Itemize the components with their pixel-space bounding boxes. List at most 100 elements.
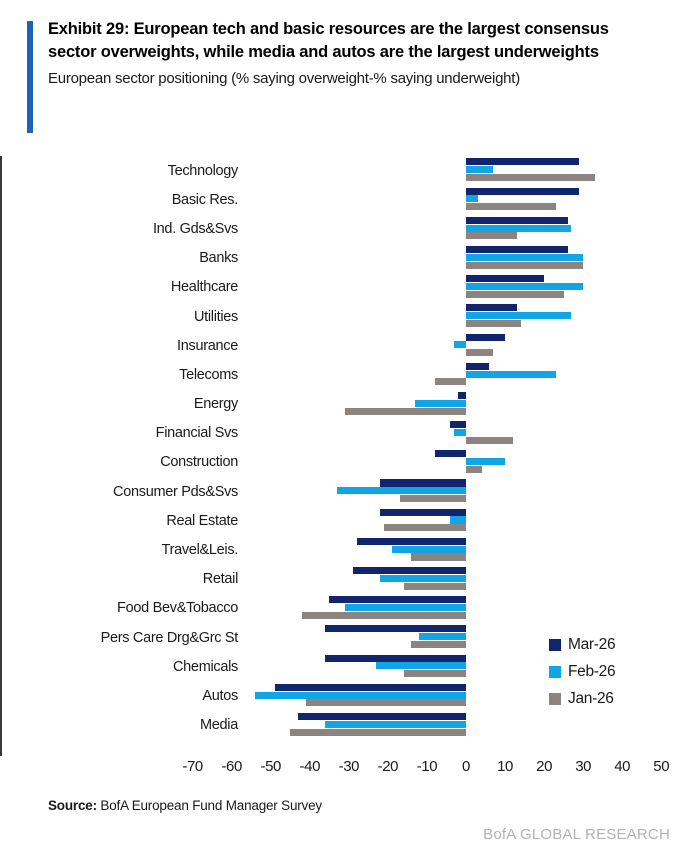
- chart-row: Energy: [0, 390, 678, 419]
- bar-jan-26: [466, 261, 584, 269]
- bar-jan-26: [305, 699, 466, 707]
- bar-group: [0, 302, 678, 331]
- chart-row: Healthcare: [0, 273, 678, 302]
- bar-jan-26: [466, 290, 564, 298]
- page-subtitle: European sector positioning (% saying ov…: [48, 69, 520, 87]
- chart-row: Chemicals: [0, 652, 678, 681]
- bar-jan-26: [399, 495, 466, 503]
- bar-group: [0, 477, 678, 506]
- bar-jan-26: [403, 670, 466, 678]
- category-label: Technology: [167, 162, 239, 179]
- bar-group: [0, 711, 678, 740]
- legend-item[interactable]: Mar-26: [549, 631, 669, 658]
- legend-item[interactable]: Jan-26: [549, 685, 669, 712]
- category-label: Chemicals: [173, 658, 238, 675]
- exhibit-header: Exhibit 29: European tech and basic reso…: [0, 0, 678, 133]
- bar-jan-26: [411, 553, 466, 561]
- category-label: Ind. Gds&Svs: [152, 220, 238, 237]
- bar-group: [0, 506, 678, 535]
- legend-label: Mar-26: [568, 635, 616, 653]
- bar-feb-26: [391, 545, 466, 553]
- chart-row: Pers Care Drg&Grc St: [0, 623, 678, 652]
- chart-row: Basic Res.: [0, 185, 678, 214]
- chart-rows: Technology Basic Res. Ind. Gds&Svs Banks Hea…: [0, 156, 678, 740]
- chart-row: Autos: [0, 681, 678, 710]
- bar-feb-26: [466, 458, 506, 466]
- chart-row: Consumer Pds&Svs: [0, 477, 678, 506]
- x-tick-label: 10: [497, 758, 513, 775]
- bar-mar-26: [466, 333, 506, 341]
- legend-swatch-icon: [549, 638, 561, 651]
- category-label: Healthcare: [170, 279, 238, 296]
- bar-jan-26: [290, 728, 466, 736]
- bar-mar-26: [298, 712, 466, 721]
- bar-jan-26: [466, 465, 482, 473]
- category-label: Banks: [199, 250, 238, 267]
- category-label: Media: [200, 717, 238, 734]
- category-label: Consumer Pds&Svs: [113, 483, 238, 500]
- category-label: Energy: [193, 396, 238, 413]
- x-axis: -70 -60 -50 -40 -30 -20 -10 0 10 20 30 40 50: [0, 758, 678, 782]
- bar-mar-26: [325, 625, 466, 633]
- bar-jan-26: [466, 232, 517, 240]
- bar-group: [0, 681, 678, 710]
- bar-feb-26: [415, 399, 466, 407]
- x-tick-label: -70: [182, 758, 203, 775]
- bar-mar-26: [450, 421, 466, 429]
- category-label: Insurance: [177, 337, 238, 354]
- bar-feb-26: [466, 370, 556, 378]
- bar-group: [0, 623, 678, 652]
- bar-group: [0, 244, 678, 273]
- bar-mar-26: [356, 537, 466, 545]
- bar-feb-26: [255, 691, 466, 699]
- chart-row: Travel&Leis.: [0, 535, 678, 564]
- bar-group: [0, 535, 678, 564]
- x-tick-label: 30: [575, 758, 592, 775]
- chart-row: Media: [0, 711, 678, 740]
- category-label: Utilities: [193, 308, 238, 325]
- bar-jan-26: [344, 407, 466, 415]
- bar-group: [0, 360, 678, 389]
- bar-jan-26: [383, 524, 466, 532]
- legend-swatch-icon: [549, 665, 561, 678]
- bar-mar-26: [466, 216, 568, 224]
- bar-group: [0, 419, 678, 448]
- category-label: Food Bev&Tobacco: [117, 600, 238, 617]
- x-tick-label: 0: [462, 758, 470, 775]
- x-tick-label: -50: [260, 758, 282, 775]
- bar-jan-26: [466, 319, 521, 328]
- bar-feb-26: [419, 633, 466, 641]
- bar-group: [0, 214, 678, 243]
- bar-group: [0, 185, 678, 214]
- bar-feb-26: [454, 428, 466, 436]
- category-label: Construction: [160, 454, 238, 471]
- bar-jan-26: [301, 611, 466, 619]
- category-label: Pers Care Drg&Grc St: [100, 629, 239, 646]
- bar-jan-26: [403, 582, 466, 590]
- chart-row: Real Estate: [0, 506, 678, 535]
- bar-mar-26: [380, 479, 466, 487]
- bar-feb-26: [337, 487, 466, 495]
- chart-legend: Mar-26 Feb-26 Jan-26: [549, 631, 669, 712]
- bar-feb-26: [376, 662, 466, 670]
- bar-mar-26: [380, 508, 466, 516]
- bar-mar-26: [274, 683, 466, 691]
- bar-jan-26: [466, 203, 556, 211]
- category-label: Telecoms: [179, 366, 238, 383]
- bar-group: [0, 331, 678, 360]
- brand-footer: BofA GLOBAL RESEARCH: [483, 826, 670, 843]
- zero-axis-line: [0, 156, 2, 756]
- chart-row: Banks: [0, 244, 678, 273]
- legend-item[interactable]: Feb-26: [549, 658, 669, 685]
- x-tick-label: 50: [653, 758, 670, 775]
- bar-feb-26: [380, 574, 466, 582]
- chart-row: Ind. Gds&Svs: [0, 214, 678, 243]
- bar-jan-26: [411, 641, 466, 649]
- bar-feb-26: [450, 516, 466, 524]
- category-label: Retail: [202, 571, 239, 588]
- legend-label: Jan-26: [568, 689, 614, 707]
- category-label: Real Estate: [166, 512, 238, 529]
- chart-row: Utilities: [0, 302, 678, 331]
- x-tick-label: -30: [338, 758, 360, 775]
- legend-label: Feb-26: [568, 662, 616, 680]
